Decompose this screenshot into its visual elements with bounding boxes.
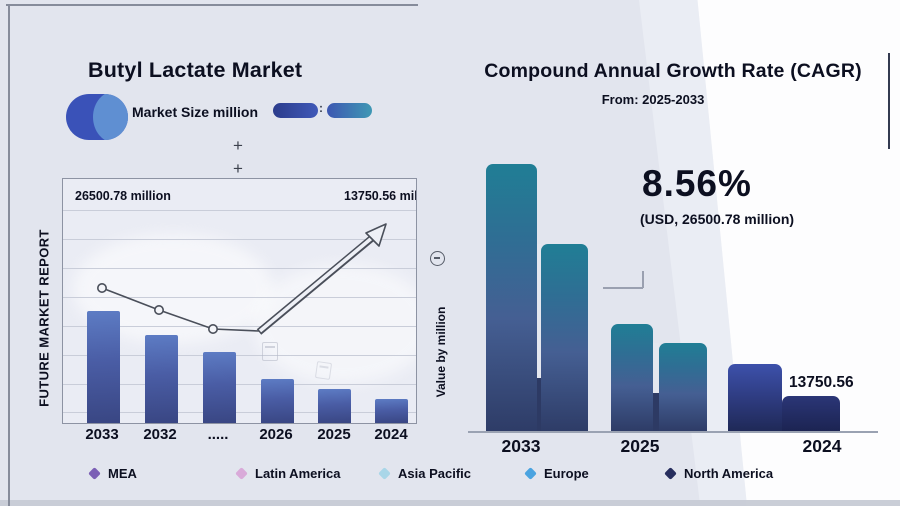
plus-icon: + (233, 159, 243, 178)
grid-line (63, 268, 416, 270)
legend-label: Asia Pacific (398, 466, 471, 481)
y-axis-label-vertical: Value by million (434, 306, 448, 398)
cagr-bar (486, 164, 537, 431)
right-edge-line (888, 53, 890, 149)
grid-line (63, 210, 416, 212)
grid-line (63, 239, 416, 241)
bar-value-label: 13750.56 (789, 374, 854, 391)
bar-gap (537, 244, 541, 378)
bar-bridge (653, 393, 659, 431)
x-axis-label: 2024 (802, 436, 842, 456)
right-panel-title: Compound Annual Growth Rate (CAGR) (484, 60, 862, 82)
x-axis-label: 2026 (259, 426, 293, 443)
cagr-bar (782, 396, 840, 431)
series-legend-label: Market Size million (132, 104, 259, 120)
bottom-strip (0, 500, 900, 506)
legend-diamond-icon (664, 467, 677, 480)
market-size-bar (261, 379, 294, 423)
x-axis-label: 2033 (85, 426, 119, 443)
background-wave-shape (253, 264, 416, 384)
chart-corner-value-left: 26500.78 million (75, 189, 171, 203)
legend-item: Europe (524, 466, 589, 481)
legend-label: MEA (108, 466, 137, 481)
grid-line (63, 412, 416, 414)
ratio-pill-right (327, 103, 372, 118)
market-size-chart: 26500.78 million 13750.56 million (62, 178, 417, 424)
legend-diamond-icon (524, 467, 537, 480)
cagr-detail: (USD, 26500.78 million) (640, 211, 795, 227)
frame-top-line (6, 4, 418, 6)
grid-line (63, 326, 416, 328)
right-panel-subtitle: From: 2025-2033 (601, 92, 705, 107)
market-size-bar (203, 352, 236, 423)
market-size-bar (375, 399, 408, 423)
frame-left-line (8, 4, 10, 506)
left-panel-title: Butyl Lactate Market (88, 58, 303, 82)
grid-line (63, 297, 416, 299)
cagr-bar (611, 324, 653, 431)
trend-line-and-arrow (96, 223, 387, 335)
bar-bridge (537, 378, 541, 431)
ratio-pill-left (273, 103, 318, 118)
plus-icon: + (233, 136, 243, 155)
market-size-bar (87, 311, 120, 423)
x-axis-label: 2024 (374, 426, 408, 443)
cagr-value: 8.56% (642, 163, 752, 204)
x-axis-baseline (468, 431, 878, 433)
legend-item: Latin America (235, 466, 341, 481)
ratio-separator: : (319, 101, 323, 115)
market-size-bar (318, 389, 351, 423)
grid-line (63, 384, 416, 386)
market-size-bar (145, 335, 178, 423)
x-axis-label: 2032 (143, 426, 177, 443)
grid-line (63, 355, 416, 357)
legend-label: Latin America (255, 466, 341, 481)
x-axis-label: ..... (207, 426, 229, 443)
cagr-bar (541, 244, 588, 431)
calculator-ghost-icon (262, 342, 278, 361)
legend-item: Asia Pacific (378, 466, 471, 481)
legend-label: Europe (544, 466, 589, 481)
legend-diamond-icon (235, 467, 248, 480)
cylinder-icon (66, 94, 128, 140)
step-line (603, 287, 643, 289)
x-axis-labels: 2033 2032..... 2026 2025 2024 (62, 426, 415, 446)
step-line (642, 271, 644, 288)
x-axis-label: 2033 (501, 436, 541, 456)
legend-item: North America (664, 466, 774, 481)
bar-gap (653, 343, 659, 393)
side-label-vertical: FUTURE MARKET REPORT (36, 229, 52, 407)
legend-diamond-icon (378, 467, 391, 480)
chart-corner-value-right: 13750.56 million (344, 189, 417, 203)
legend-label: North America (684, 466, 774, 481)
legend-item: MEA (88, 466, 137, 481)
legend-diamond-icon (88, 467, 101, 480)
cagr-bar (728, 364, 782, 431)
cagr-bar (659, 343, 707, 431)
circle-minus-icon (430, 251, 445, 266)
x-axis-label: 2025 (317, 426, 351, 443)
x-axis-label: 2025 (620, 436, 660, 456)
region-legend: MEA Latin America Asia Pacific Europe North … (0, 466, 900, 488)
